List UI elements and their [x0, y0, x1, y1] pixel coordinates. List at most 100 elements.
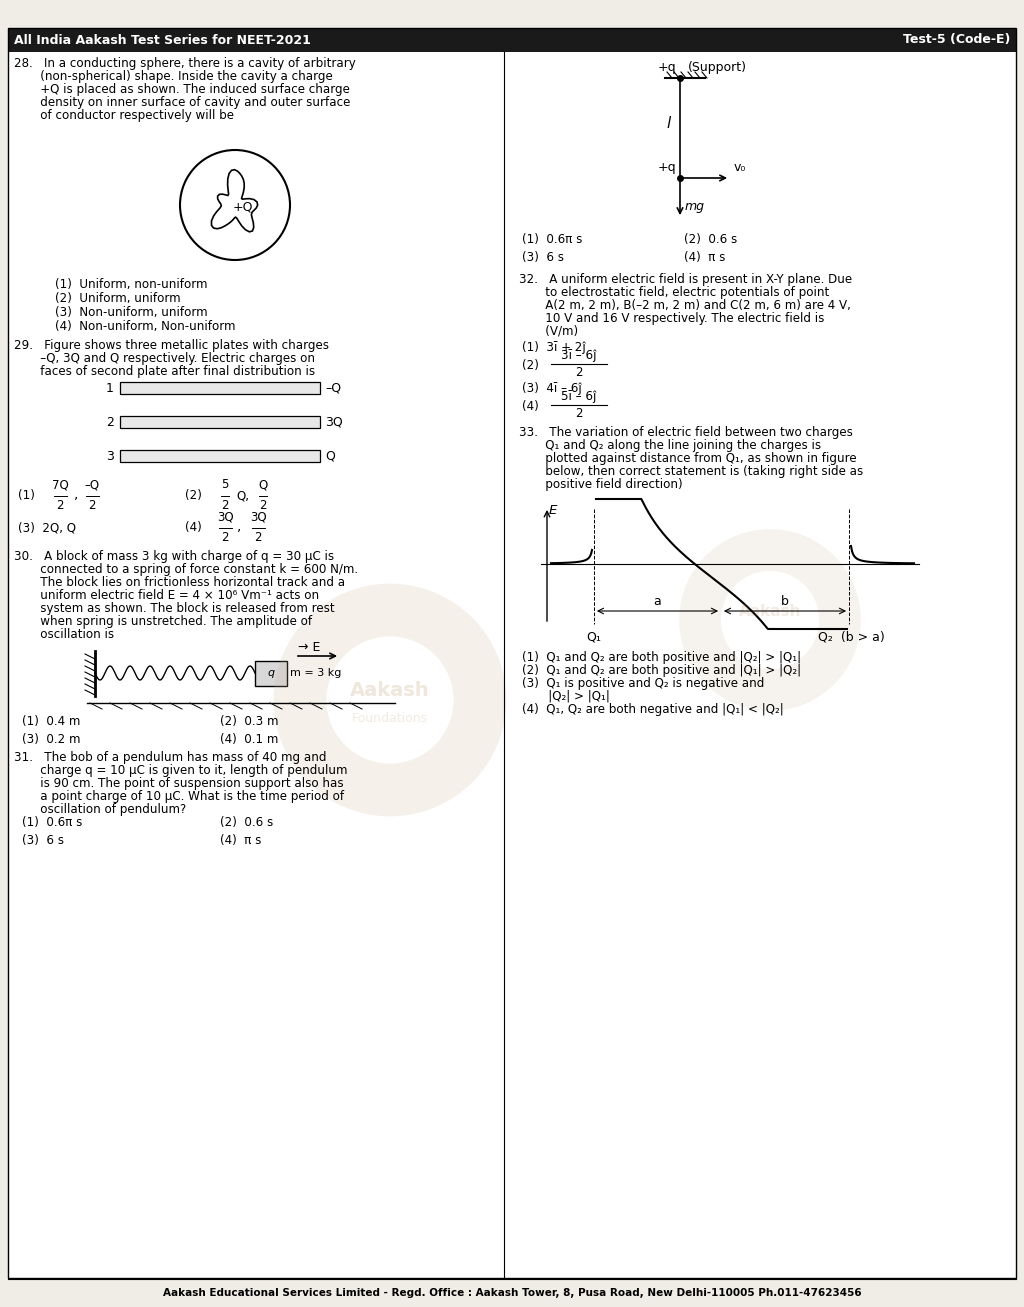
Text: 5: 5	[221, 478, 228, 491]
Text: 1: 1	[106, 382, 114, 395]
Text: (4)  0.1 m: (4) 0.1 m	[220, 733, 279, 746]
Text: 3Q: 3Q	[217, 510, 233, 523]
Text: (2)  0.6 s: (2) 0.6 s	[684, 233, 737, 246]
Bar	[8, 27, 1016, 52]
Text: 3: 3	[106, 450, 114, 463]
Text: oscillation of pendulum?: oscillation of pendulum?	[14, 802, 186, 816]
Text: 33.   The variation of electric field between two charges: 33. The variation of electric field betw…	[519, 426, 853, 439]
Text: (4): (4)	[522, 400, 539, 413]
Text: below, then correct statement is (taking right side as: below, then correct statement is (taking…	[519, 465, 863, 478]
Text: Foundations: Foundations	[352, 711, 428, 724]
Text: (V/m): (V/m)	[519, 325, 579, 339]
Text: Aakash: Aakash	[738, 605, 801, 620]
Text: density on inner surface of cavity and outer surface: density on inner surface of cavity and o…	[14, 95, 350, 108]
Text: 2: 2	[221, 499, 228, 512]
Text: (3)  6 s: (3) 6 s	[22, 834, 63, 847]
Text: (1)  0.6π s: (1) 0.6π s	[522, 233, 583, 246]
Text: 2: 2	[56, 499, 63, 512]
Text: 29.   Figure shows three metallic plates with charges: 29. Figure shows three metallic plates w…	[14, 339, 329, 352]
Text: +Q is placed as shown. The induced surface charge: +Q is placed as shown. The induced surfa…	[14, 84, 350, 95]
Text: +q: +q	[658, 61, 677, 74]
Text: Q,: Q,	[236, 490, 249, 502]
Text: (4): (4)	[185, 521, 202, 535]
Text: 2: 2	[575, 366, 583, 379]
Text: All India Aakash Test Series for NEET-2021: All India Aakash Test Series for NEET-20…	[14, 34, 311, 47]
Text: 5ī – 6ĵ: 5ī – 6ĵ	[561, 389, 597, 403]
Text: (2)  0.3 m: (2) 0.3 m	[220, 715, 279, 728]
Text: A(2 m, 2 m), B(–2 m, 2 m) and C(2 m, 6 m) are 4 V,: A(2 m, 2 m), B(–2 m, 2 m) and C(2 m, 6 m…	[519, 299, 851, 312]
Text: when spring is unstretched. The amplitude of: when spring is unstretched. The amplitud…	[14, 616, 312, 627]
Text: (3)  Q₁ is positive and Q₂ is negative and: (3) Q₁ is positive and Q₂ is negative an…	[522, 677, 764, 690]
Text: uniform electric field E = 4 × 10⁶ Vm⁻¹ acts on: uniform electric field E = 4 × 10⁶ Vm⁻¹ …	[14, 589, 319, 603]
Text: (3)  6 s: (3) 6 s	[522, 251, 564, 264]
Text: Aakash Educational Services Limited - Regd. Office : Aakash Tower, 8, Pusa Road,: Aakash Educational Services Limited - Re…	[163, 1287, 861, 1298]
Text: +Q: +Q	[232, 200, 253, 213]
Text: connected to a spring of force constant k = 600 N/m.: connected to a spring of force constant …	[14, 563, 358, 576]
Text: plotted against distance from Q₁, as shown in figure: plotted against distance from Q₁, as sho…	[519, 452, 857, 465]
Text: v₀: v₀	[734, 161, 746, 174]
Text: The block lies on frictionless horizontal track and a: The block lies on frictionless horizonta…	[14, 576, 345, 589]
Text: (4)  Q₁, Q₂ are both negative and |Q₁| < |Q₂|: (4) Q₁, Q₂ are both negative and |Q₁| < …	[522, 703, 783, 716]
Text: oscillation is: oscillation is	[14, 627, 114, 640]
Text: (1)  3ī + 2ĵ: (1) 3ī + 2ĵ	[522, 341, 586, 354]
Text: faces of second plate after final distribution is: faces of second plate after final distri…	[14, 365, 315, 378]
Text: Q₁: Q₁	[587, 631, 601, 644]
Text: (non-spherical) shape. Inside the cavity a charge: (non-spherical) shape. Inside the cavity…	[14, 71, 333, 84]
Text: of conductor respectively will be: of conductor respectively will be	[14, 108, 234, 122]
Text: E: E	[549, 505, 557, 518]
Text: m = 3 kg: m = 3 kg	[290, 668, 341, 678]
Text: (4)  Non-uniform, Non-uniform: (4) Non-uniform, Non-uniform	[55, 320, 236, 333]
Text: (3)  2Q, Q: (3) 2Q, Q	[18, 521, 76, 535]
Text: (1)  0.4 m: (1) 0.4 m	[22, 715, 80, 728]
Text: 3Q: 3Q	[250, 510, 266, 523]
Text: (4)  π s: (4) π s	[220, 834, 261, 847]
Text: is 90 cm. The point of suspension support also has: is 90 cm. The point of suspension suppor…	[14, 776, 344, 789]
Text: charge q = 10 μC is given to it, length of pendulum: charge q = 10 μC is given to it, length …	[14, 765, 347, 776]
Text: (2)  0.6 s: (2) 0.6 s	[220, 816, 273, 829]
Text: 2: 2	[88, 499, 96, 512]
Text: (2): (2)	[522, 359, 539, 372]
Text: q: q	[267, 668, 274, 678]
Text: +q: +q	[658, 161, 677, 174]
Text: mg: mg	[685, 200, 705, 213]
Text: 30.   A block of mass 3 kg with charge of q = 30 μC is: 30. A block of mass 3 kg with charge of …	[14, 550, 334, 563]
Text: (4)  π s: (4) π s	[684, 251, 725, 264]
Text: 2: 2	[254, 531, 262, 544]
Bar	[120, 450, 319, 461]
Text: 32.   A uniform electric field is present in X-Y plane. Due: 32. A uniform electric field is present …	[519, 273, 852, 286]
Text: (1)  Uniform, non-uniform: (1) Uniform, non-uniform	[55, 278, 208, 291]
Text: 31.   The bob of a pendulum has mass of 40 mg and: 31. The bob of a pendulum has mass of 40…	[14, 752, 327, 765]
Text: (1)  0.6π s: (1) 0.6π s	[22, 816, 82, 829]
Text: 2: 2	[221, 531, 228, 544]
Text: –Q: –Q	[325, 382, 341, 395]
Text: |Q₂| > |Q₁|: |Q₂| > |Q₁|	[522, 690, 610, 703]
Text: 28.   In a conducting sphere, there is a cavity of arbitrary: 28. In a conducting sphere, there is a c…	[14, 58, 355, 71]
Text: (2)  Q₁ and Q₂ are both positive and |Q₁| > |Q₂|: (2) Q₁ and Q₂ are both positive and |Q₁|…	[522, 664, 801, 677]
Text: 2: 2	[259, 499, 266, 512]
Text: Test-5 (Code-E): Test-5 (Code-E)	[902, 34, 1010, 47]
Text: b: b	[781, 595, 788, 608]
Text: → E: → E	[298, 640, 321, 654]
Text: –Q, 3Q and Q respectively. Electric charges on: –Q, 3Q and Q respectively. Electric char…	[14, 352, 315, 365]
Text: (3)  4ī – 6ĵ: (3) 4ī – 6ĵ	[522, 382, 582, 395]
Text: ,: ,	[237, 521, 242, 535]
Bar	[120, 382, 319, 393]
Text: 2: 2	[575, 406, 583, 420]
Text: (Support): (Support)	[688, 61, 746, 74]
Text: Q: Q	[325, 450, 335, 463]
Text: (3)  Non-uniform, uniform: (3) Non-uniform, uniform	[55, 306, 208, 319]
Text: (3)  0.2 m: (3) 0.2 m	[22, 733, 81, 746]
Text: positive field direction): positive field direction)	[519, 478, 683, 491]
Text: 3Q: 3Q	[325, 416, 343, 429]
Text: to electrostatic field, electric potentials of point: to electrostatic field, electric potenti…	[519, 286, 829, 299]
Text: l: l	[666, 115, 671, 131]
Text: Q: Q	[258, 478, 267, 491]
Text: Q₁ and Q₂ along the line joining the charges is: Q₁ and Q₂ along the line joining the cha…	[519, 439, 821, 452]
Text: 3ī – 6ĵ: 3ī – 6ĵ	[561, 349, 597, 362]
Bar	[120, 416, 319, 427]
Text: 2: 2	[106, 416, 114, 429]
Text: a point charge of 10 μC. What is the time period of: a point charge of 10 μC. What is the tim…	[14, 789, 344, 802]
Text: system as shown. The block is released from rest: system as shown. The block is released f…	[14, 603, 335, 616]
Text: 7Q: 7Q	[51, 478, 69, 491]
Text: a: a	[653, 595, 660, 608]
